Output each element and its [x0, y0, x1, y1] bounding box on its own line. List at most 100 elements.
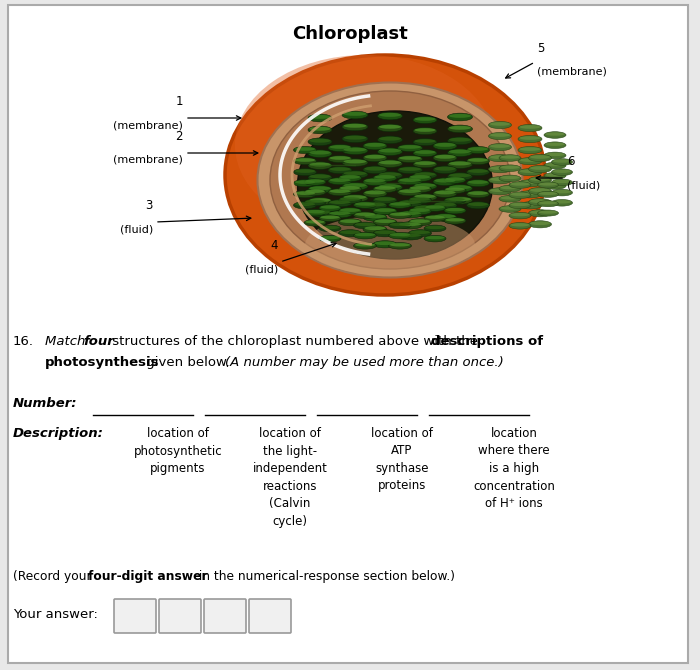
Ellipse shape — [305, 210, 325, 213]
Ellipse shape — [539, 210, 557, 214]
Ellipse shape — [399, 178, 421, 182]
Ellipse shape — [354, 202, 377, 208]
Ellipse shape — [340, 208, 360, 212]
Ellipse shape — [435, 190, 456, 194]
Ellipse shape — [414, 139, 435, 143]
Ellipse shape — [355, 233, 375, 237]
FancyBboxPatch shape — [204, 599, 246, 633]
Ellipse shape — [365, 155, 386, 159]
Ellipse shape — [435, 214, 456, 218]
Ellipse shape — [539, 201, 557, 204]
Ellipse shape — [308, 198, 332, 205]
Ellipse shape — [468, 192, 488, 195]
Ellipse shape — [344, 112, 366, 116]
Ellipse shape — [444, 218, 466, 224]
Ellipse shape — [544, 162, 566, 169]
Ellipse shape — [308, 138, 332, 145]
Ellipse shape — [447, 173, 473, 180]
Ellipse shape — [339, 196, 361, 204]
Ellipse shape — [225, 55, 545, 295]
Ellipse shape — [342, 194, 368, 202]
Ellipse shape — [509, 212, 531, 219]
Ellipse shape — [490, 133, 510, 137]
Ellipse shape — [553, 180, 571, 183]
Ellipse shape — [468, 158, 488, 162]
Ellipse shape — [308, 209, 332, 217]
Ellipse shape — [354, 212, 377, 218]
Ellipse shape — [528, 176, 552, 184]
Ellipse shape — [447, 184, 473, 192]
Ellipse shape — [309, 210, 330, 214]
Ellipse shape — [433, 214, 457, 221]
Ellipse shape — [308, 186, 332, 193]
Ellipse shape — [449, 138, 471, 141]
Ellipse shape — [365, 167, 386, 171]
Ellipse shape — [410, 186, 430, 190]
Ellipse shape — [447, 113, 473, 121]
Ellipse shape — [390, 233, 410, 237]
Ellipse shape — [530, 188, 550, 192]
Ellipse shape — [293, 191, 316, 198]
Ellipse shape — [528, 188, 552, 195]
Ellipse shape — [426, 226, 444, 229]
Ellipse shape — [413, 183, 437, 190]
Ellipse shape — [413, 161, 437, 168]
Ellipse shape — [500, 186, 519, 190]
Ellipse shape — [330, 156, 351, 160]
Ellipse shape — [321, 236, 340, 239]
Ellipse shape — [377, 159, 402, 168]
Ellipse shape — [489, 188, 512, 195]
Ellipse shape — [305, 200, 325, 203]
Ellipse shape — [328, 155, 352, 163]
Ellipse shape — [379, 125, 401, 129]
Ellipse shape — [298, 111, 493, 259]
Ellipse shape — [530, 222, 550, 225]
Ellipse shape — [447, 137, 473, 145]
Text: Match: Match — [45, 335, 90, 348]
Ellipse shape — [545, 184, 565, 187]
Ellipse shape — [435, 179, 456, 182]
Ellipse shape — [374, 175, 395, 179]
Text: (A number may be used more than once.): (A number may be used more than once.) — [225, 356, 504, 369]
Ellipse shape — [414, 161, 435, 165]
Ellipse shape — [293, 157, 316, 165]
Ellipse shape — [309, 174, 330, 178]
Ellipse shape — [413, 172, 437, 179]
Ellipse shape — [538, 192, 559, 198]
Ellipse shape — [342, 123, 368, 131]
FancyBboxPatch shape — [8, 5, 688, 663]
Ellipse shape — [342, 182, 368, 190]
Ellipse shape — [398, 167, 423, 174]
Ellipse shape — [390, 243, 410, 247]
Ellipse shape — [539, 192, 557, 195]
Ellipse shape — [389, 243, 412, 249]
Ellipse shape — [399, 156, 421, 160]
Ellipse shape — [363, 190, 387, 198]
Ellipse shape — [321, 206, 340, 209]
Text: 16.: 16. — [13, 335, 34, 348]
Ellipse shape — [518, 202, 542, 209]
Text: 4: 4 — [270, 239, 278, 252]
Text: 2: 2 — [176, 130, 183, 143]
Ellipse shape — [374, 230, 395, 234]
Ellipse shape — [509, 192, 531, 198]
Ellipse shape — [544, 183, 566, 190]
Ellipse shape — [344, 159, 366, 163]
Ellipse shape — [444, 177, 466, 184]
Ellipse shape — [489, 165, 512, 173]
Ellipse shape — [389, 222, 412, 228]
Ellipse shape — [519, 136, 540, 140]
Ellipse shape — [365, 190, 386, 194]
Ellipse shape — [365, 202, 386, 206]
Ellipse shape — [510, 223, 530, 226]
Ellipse shape — [528, 154, 552, 161]
Ellipse shape — [340, 175, 360, 179]
Text: location of
the light-
independent
reactions
(Calvin
cycle): location of the light- independent react… — [253, 427, 328, 527]
Ellipse shape — [293, 202, 316, 209]
Ellipse shape — [433, 142, 457, 150]
Ellipse shape — [499, 196, 521, 202]
Ellipse shape — [389, 212, 412, 218]
Ellipse shape — [500, 196, 519, 200]
Ellipse shape — [340, 186, 360, 190]
Text: (membrane): (membrane) — [113, 155, 183, 165]
